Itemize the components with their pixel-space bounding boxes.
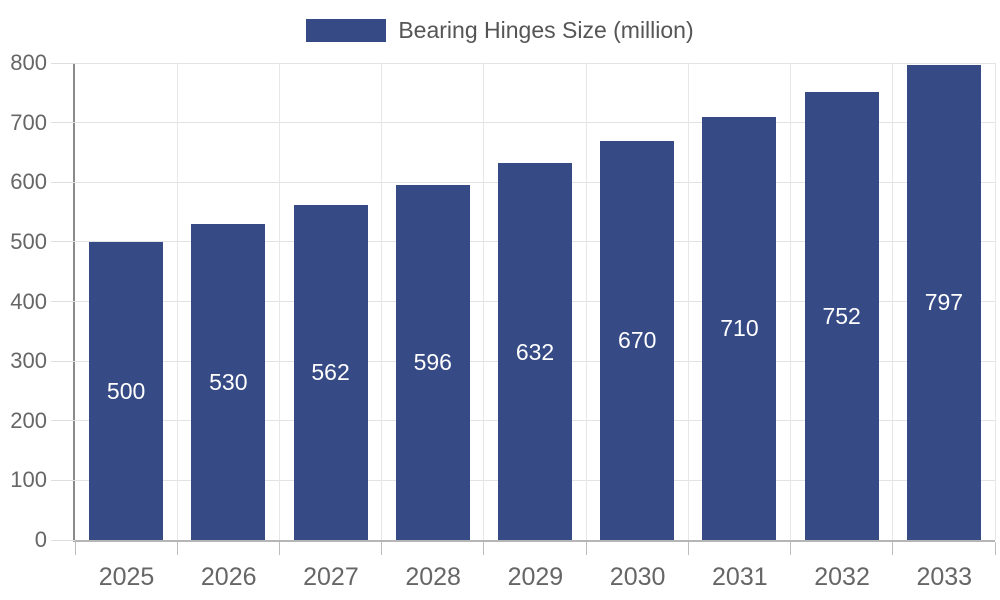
y-tick-800 — [51, 62, 75, 64]
bar-value-label-2030: 670 — [618, 327, 657, 354]
v-gridline-7 — [790, 63, 792, 540]
x-tick-9 — [994, 542, 996, 555]
x-tick-label-2026: 2026 — [200, 563, 257, 591]
y-tick-label-400: 400 — [10, 288, 47, 314]
x-tick-5 — [585, 542, 587, 555]
x-tick-6 — [687, 542, 689, 555]
x-tick-0 — [74, 542, 76, 555]
x-tick-label-2027: 2027 — [303, 563, 359, 591]
bar-2032[interactable]: 752 — [804, 91, 879, 540]
bar-2025[interactable]: 500 — [89, 241, 164, 540]
x-tick-label-2029: 2029 — [507, 563, 564, 591]
x-tick-label-2032: 2032 — [814, 563, 870, 591]
bar-2028[interactable]: 596 — [395, 184, 470, 540]
bar-value-label-2033: 797 — [924, 289, 964, 316]
x-tick-label-2033: 2033 — [916, 563, 973, 591]
y-tick-100 — [51, 479, 75, 481]
bar-2027[interactable]: 562 — [293, 204, 368, 540]
y-tick-600 — [51, 181, 75, 183]
bar-value-label-2025: 500 — [106, 377, 146, 404]
plot-area: 500 530 562 596 632 670 710 752 797 0 100 200 300 40… — [10, 50, 996, 591]
v-gridline-4 — [483, 63, 485, 540]
y-tick-label-100: 100 — [10, 467, 47, 493]
h-gridline-800 — [75, 62, 995, 64]
bar-2029[interactable]: 632 — [498, 163, 572, 540]
v-gridline-9 — [994, 63, 996, 540]
x-tick-label-2025: 2025 — [98, 563, 155, 591]
v-gridline-1 — [176, 63, 178, 540]
y-tick-0 — [51, 539, 75, 541]
x-tick-4 — [483, 542, 485, 555]
legend-label: Bearing Hinges Size (million) — [398, 17, 694, 43]
y-tick-label-800: 800 — [10, 50, 47, 75]
x-tick-label-2031: 2031 — [712, 563, 768, 591]
y-tick-400 — [51, 301, 75, 302]
v-gridline-2 — [278, 63, 280, 540]
y-tick-label-0: 0 — [34, 527, 47, 552]
y-tick-label-200: 200 — [10, 407, 47, 433]
y-tick-label-500: 500 — [10, 228, 47, 254]
v-gridline-8 — [892, 63, 894, 540]
x-tick-label-2028: 2028 — [405, 563, 461, 591]
x-tick-3 — [381, 542, 383, 555]
bar-value-label-2026: 530 — [209, 368, 248, 395]
v-gridline-6 — [687, 63, 689, 540]
bar-value-label-2031: 710 — [720, 315, 759, 342]
y-tick-label-600: 600 — [10, 169, 47, 195]
legend[interactable]: Bearing Hinges Size (million) — [0, 17, 1000, 43]
bar-2033[interactable]: 797 — [906, 64, 981, 540]
y-tick-300 — [51, 360, 75, 362]
h-gridline-700 — [75, 122, 995, 124]
bar-value-label-2027: 562 — [311, 359, 350, 386]
bar-value-label-2028: 596 — [413, 349, 452, 376]
x-tick-label-2030: 2030 — [609, 563, 666, 591]
legend-swatch — [306, 18, 387, 42]
y-tick-700 — [51, 122, 75, 124]
y-tick-label-300: 300 — [10, 348, 47, 374]
bar-2030[interactable]: 670 — [600, 140, 675, 540]
x-tick-7 — [790, 542, 792, 555]
bar-2026[interactable]: 530 — [191, 223, 266, 540]
x-tick-2 — [278, 542, 280, 555]
bar-2031[interactable]: 710 — [702, 116, 777, 540]
v-gridline-3 — [381, 63, 383, 540]
v-gridline-5 — [585, 63, 587, 540]
y-tick-500 — [51, 241, 75, 243]
bar-value-label-2029: 632 — [515, 338, 555, 365]
y-tick-label-700: 700 — [10, 109, 47, 135]
y-tick-200 — [51, 420, 75, 422]
bar-value-label-2032: 752 — [822, 302, 861, 329]
x-tick-8 — [892, 542, 894, 555]
x-tick-1 — [176, 542, 178, 555]
